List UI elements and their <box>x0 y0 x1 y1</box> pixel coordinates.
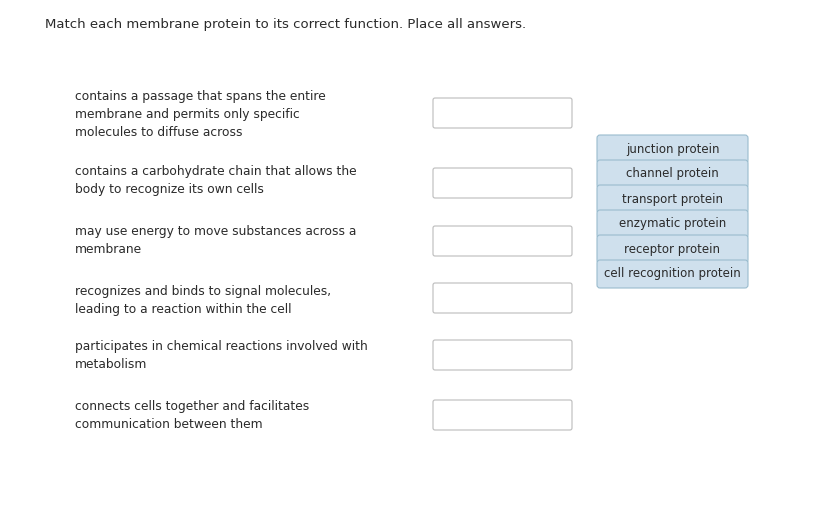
FancyBboxPatch shape <box>433 400 572 430</box>
FancyBboxPatch shape <box>433 168 572 198</box>
FancyBboxPatch shape <box>597 235 748 263</box>
Text: receptor protein: receptor protein <box>625 242 721 255</box>
Text: channel protein: channel protein <box>626 168 719 181</box>
FancyBboxPatch shape <box>597 160 748 188</box>
Text: participates in chemical reactions involved with
metabolism: participates in chemical reactions invol… <box>75 340 368 371</box>
FancyBboxPatch shape <box>433 226 572 256</box>
Text: contains a passage that spans the entire
membrane and permits only specific
mole: contains a passage that spans the entire… <box>75 90 326 139</box>
FancyBboxPatch shape <box>597 185 748 213</box>
FancyBboxPatch shape <box>597 135 748 163</box>
Text: transport protein: transport protein <box>622 193 723 206</box>
Text: may use energy to move substances across a
membrane: may use energy to move substances across… <box>75 225 356 256</box>
Text: connects cells together and facilitates
communication between them: connects cells together and facilitates … <box>75 400 309 431</box>
Text: recognizes and binds to signal molecules,
leading to a reaction within the cell: recognizes and binds to signal molecules… <box>75 285 331 316</box>
Text: Match each membrane protein to its correct function. Place all answers.: Match each membrane protein to its corre… <box>45 18 526 31</box>
FancyBboxPatch shape <box>597 210 748 238</box>
Text: cell recognition protein: cell recognition protein <box>604 267 741 280</box>
FancyBboxPatch shape <box>597 260 748 288</box>
FancyBboxPatch shape <box>433 340 572 370</box>
Text: junction protein: junction protein <box>626 143 719 156</box>
Text: contains a carbohydrate chain that allows the
body to recognize its own cells: contains a carbohydrate chain that allow… <box>75 165 357 196</box>
FancyBboxPatch shape <box>433 98 572 128</box>
FancyBboxPatch shape <box>433 283 572 313</box>
Text: enzymatic protein: enzymatic protein <box>619 217 726 230</box>
